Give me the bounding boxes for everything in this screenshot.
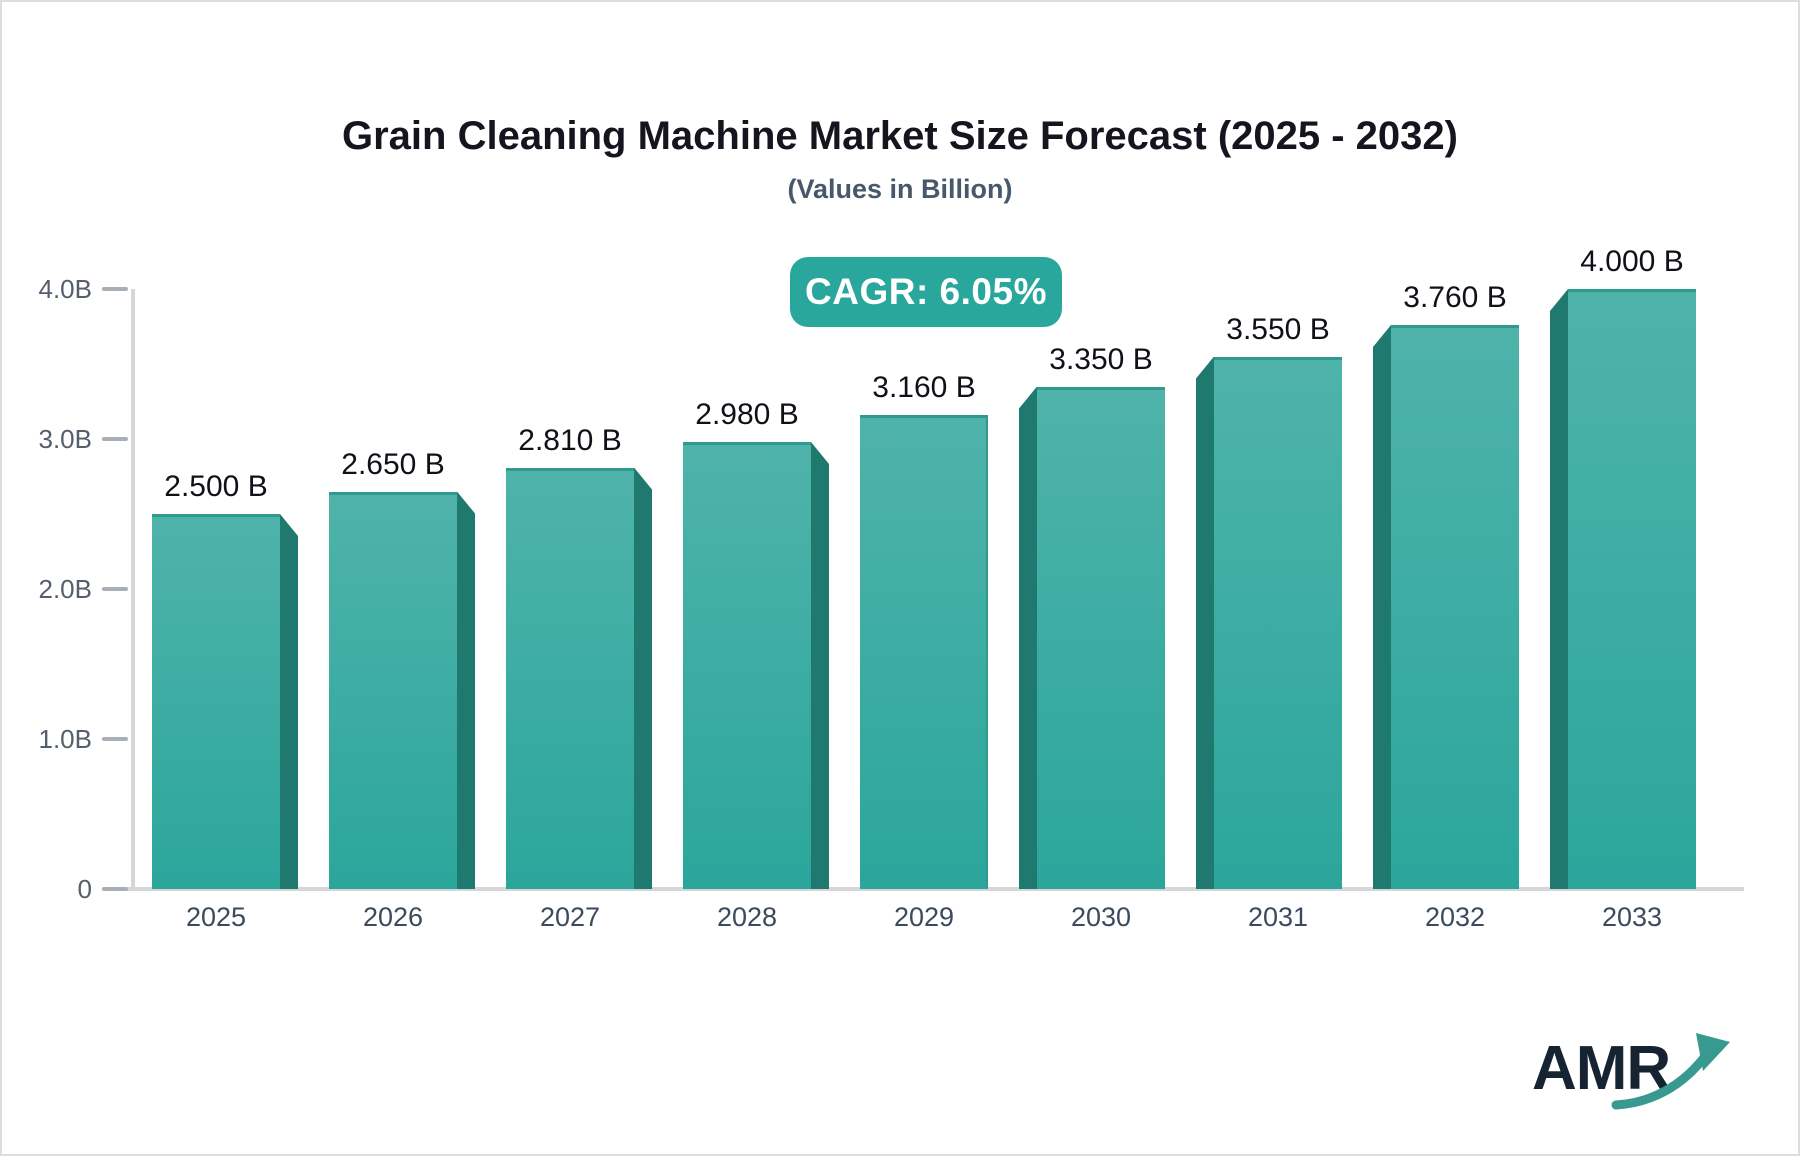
chart-subtitle: (Values in Billion) (787, 174, 1013, 204)
page-title: Grain Cleaning Machine Market Size Forec… (342, 114, 1458, 158)
bar-3d-side (811, 442, 829, 889)
bar-value-label: 3.350 B (1049, 342, 1153, 376)
x-axis-label: 2025 (185, 902, 247, 932)
y-axis-line (131, 289, 135, 889)
bar-3d-side (1019, 386, 1037, 889)
bar (329, 491, 457, 889)
bar (860, 415, 988, 889)
y-axis-label: 2.0B (38, 574, 93, 604)
growth-arrow-icon (1611, 1033, 1730, 1110)
bar-3d-side (1196, 356, 1214, 889)
bar-3d-side (1373, 325, 1391, 889)
x-axis-label: 2031 (1247, 902, 1309, 932)
y-axis-tick (102, 737, 128, 741)
cagr-badge-label: CAGR: 6.05% (805, 271, 1047, 312)
bar-3d-side (280, 514, 298, 889)
x-axis-line (117, 887, 1744, 891)
amr-logo-text: AMR (1532, 1034, 1671, 1103)
bar-value-label: 4.000 B (1580, 245, 1684, 278)
bar (1568, 289, 1696, 889)
y-axis-label: 1.0B (38, 724, 93, 754)
bar-value-label: 2.810 B (518, 423, 622, 457)
bar (683, 442, 811, 889)
bar-value-label: 3.760 B (1403, 281, 1507, 314)
y-axis-tick (102, 287, 128, 291)
bar (1391, 325, 1519, 889)
bar-3d-side (457, 491, 475, 889)
bar (1037, 386, 1165, 889)
bar-3d-side (1550, 289, 1568, 889)
y-axis-tick (102, 887, 128, 891)
bar-value-label: 2.500 B (164, 470, 268, 503)
x-axis-label: 2032 (1424, 902, 1486, 932)
bar-value-label: 3.550 B (1226, 312, 1330, 346)
y-axis-label: 4.0B (38, 274, 93, 304)
bar-value-label: 3.160 B (872, 371, 976, 404)
amr-logo: AMR (1522, 1027, 1732, 1117)
bar-value-label: 2.650 B (341, 447, 445, 481)
bar (1214, 356, 1342, 889)
x-axis-label: 2030 (1070, 902, 1132, 932)
x-axis-label: 2028 (716, 902, 778, 932)
bar (152, 514, 280, 889)
bar-value-label: 2.980 B (695, 398, 799, 431)
bar-3d-side (634, 467, 652, 889)
y-axis-tick (102, 587, 128, 591)
cagr-badge: CAGR: 6.05% (790, 257, 1062, 327)
y-axis-label: 0 (77, 874, 92, 904)
y-axis-tick (102, 437, 128, 441)
y-axis-label: 3.0B (38, 424, 93, 454)
x-axis-label: 2027 (539, 902, 601, 932)
bar (506, 467, 634, 889)
x-axis-label: 2029 (893, 902, 955, 932)
x-axis-label: 2033 (1601, 902, 1663, 932)
x-axis-label: 2026 (362, 902, 424, 932)
